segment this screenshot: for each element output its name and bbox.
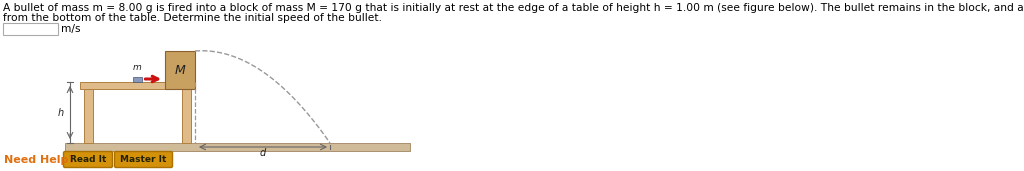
FancyBboxPatch shape (63, 152, 113, 168)
Bar (132, 76, 141, 82)
Text: Master It: Master It (120, 155, 167, 164)
Text: d: d (259, 148, 265, 158)
Text: m/s: m/s (61, 24, 81, 34)
Text: A bullet of mass m = 8.00 g is fired into a block of mass M = 170 g that is init: A bullet of mass m = 8.00 g is fired int… (3, 3, 1024, 13)
Bar (182, 89, 191, 143)
FancyBboxPatch shape (115, 152, 172, 168)
Text: Read It: Read It (70, 155, 106, 164)
Bar (65, 143, 410, 151)
Text: Need Help?: Need Help? (4, 155, 75, 165)
Bar (3, 23, 58, 35)
Text: h: h (58, 108, 63, 117)
Bar (80, 82, 195, 89)
Text: from the bottom of the table. Determine the initial speed of the bullet.: from the bottom of the table. Determine … (3, 13, 382, 23)
Text: m: m (133, 63, 141, 73)
Bar (165, 51, 195, 89)
Bar (84, 89, 93, 143)
Text: M: M (175, 63, 185, 76)
